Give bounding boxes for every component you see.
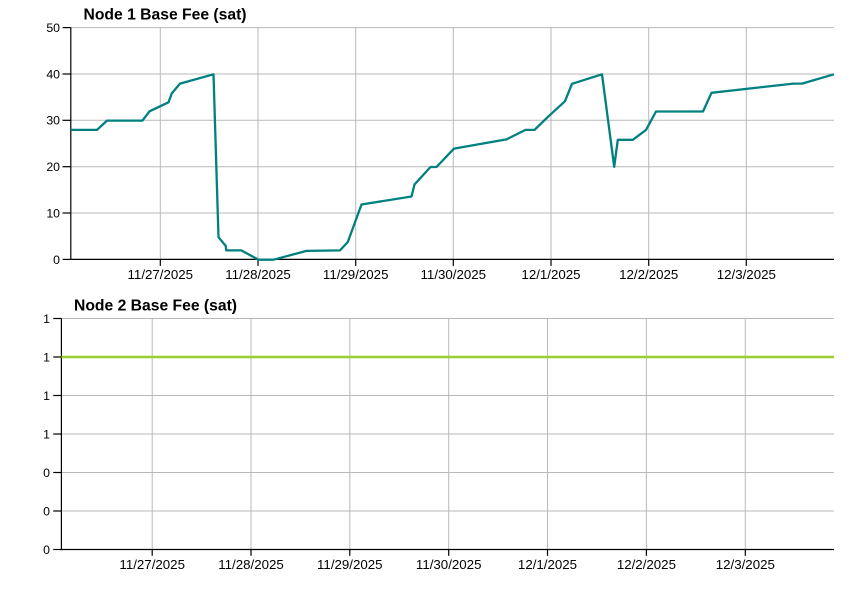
svg-text:11/30/2025: 11/30/2025 [421, 267, 487, 282]
svg-text:30: 30 [46, 114, 60, 128]
svg-text:20: 20 [46, 160, 60, 174]
svg-text:0: 0 [43, 543, 50, 557]
svg-text:1: 1 [43, 312, 50, 326]
svg-text:12/2/2025: 12/2/2025 [619, 267, 678, 282]
svg-text:1: 1 [43, 427, 50, 441]
svg-text:11/29/2025: 11/29/2025 [317, 557, 383, 572]
svg-text:Node 1 Base Fee (sat): Node 1 Base Fee (sat) [84, 6, 247, 23]
svg-text:12/3/2025: 12/3/2025 [717, 267, 776, 282]
svg-text:1: 1 [43, 350, 50, 364]
svg-text:11/28/2025: 11/28/2025 [218, 557, 284, 572]
svg-text:11/29/2025: 11/29/2025 [323, 267, 389, 282]
svg-text:0: 0 [43, 504, 50, 518]
svg-text:0: 0 [53, 253, 60, 267]
svg-text:1: 1 [43, 389, 50, 403]
svg-text:12/2/2025: 12/2/2025 [617, 557, 676, 572]
svg-text:40: 40 [46, 67, 60, 81]
svg-text:11/28/2025: 11/28/2025 [225, 267, 291, 282]
svg-text:11/27/2025: 11/27/2025 [128, 267, 194, 282]
svg-text:12/1/2025: 12/1/2025 [518, 557, 577, 572]
svg-text:12/3/2025: 12/3/2025 [716, 557, 775, 572]
svg-text:0: 0 [43, 466, 50, 480]
svg-text:12/1/2025: 12/1/2025 [521, 267, 580, 282]
svg-text:Node 2 Base Fee (sat): Node 2 Base Fee (sat) [74, 298, 237, 315]
svg-text:10: 10 [46, 206, 60, 220]
svg-text:11/30/2025: 11/30/2025 [416, 557, 482, 572]
svg-text:11/27/2025: 11/27/2025 [119, 557, 185, 572]
svg-text:50: 50 [46, 21, 60, 35]
